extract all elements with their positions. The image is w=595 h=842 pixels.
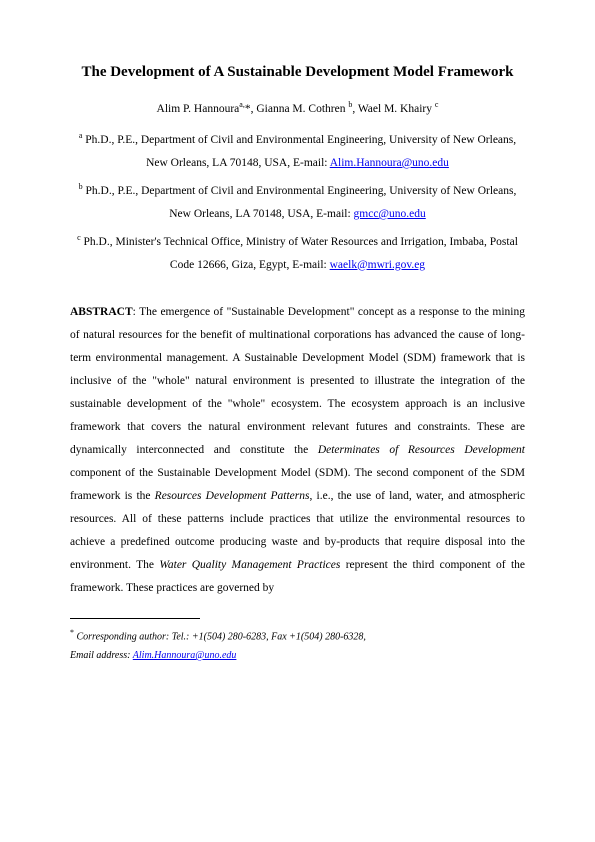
abstract-label: ABSTRACT [70,306,133,318]
author-3-sup: c [435,100,439,109]
affiliation-b: b Ph.D., P.E., Department of Civil and E… [70,179,525,226]
footnote-line-2: Email address: Alim.Hannoura@uno.edu [70,646,525,665]
footnote: * Corresponding author: Tel.: +1(504) 28… [70,625,525,665]
author-sep-1: , Gianna M. Cothren [251,103,349,115]
affil-c-email[interactable]: waelk@mwri.gov.eg [330,259,425,271]
affil-b-text: Ph.D., P.E., Department of Civil and Env… [83,185,517,220]
footnote-text-1: Corresponding author: Tel.: +1(504) 280-… [74,631,366,642]
abstract: ABSTRACT: The emergence of "Sustainable … [70,301,525,600]
paper-title: The Development of A Sustainable Develop… [70,62,525,83]
footnote-line-1: * Corresponding author: Tel.: +1(504) 28… [70,625,525,646]
affiliations: a Ph.D., P.E., Department of Civil and E… [70,128,525,276]
footnote-email[interactable]: Alim.Hannoura@uno.edu [133,650,237,661]
affil-b-email[interactable]: gmcc@uno.edu [354,208,426,220]
affiliation-a: a Ph.D., P.E., Department of Civil and E… [70,128,525,175]
author-sep-2: , Wael M. Khairy [352,103,435,115]
affil-c-text: Ph.D., Minister's Technical Office, Mini… [81,236,518,271]
affiliation-c: c Ph.D., Minister's Technical Office, Mi… [70,230,525,277]
abstract-text-1: : The emergence of "Sustainable Developm… [70,306,525,456]
abstract-italic-2: Resources Development Patterns [155,490,310,502]
affil-a-text: Ph.D., P.E., Department of Civil and Env… [82,134,516,169]
affil-a-email[interactable]: Alim.Hannoura@uno.edu [330,157,449,169]
footnote-separator [70,618,200,619]
footnote-email-label: Email address: [70,650,133,661]
author-line: Alim P. Hannouraa,*, Gianna M. Cothren b… [70,99,525,118]
author-1: Alim P. Hannoura [157,103,240,115]
abstract-italic-1: Determinates of Resources Development [318,444,525,456]
abstract-italic-3: Water Quality Management Practices [159,559,340,571]
